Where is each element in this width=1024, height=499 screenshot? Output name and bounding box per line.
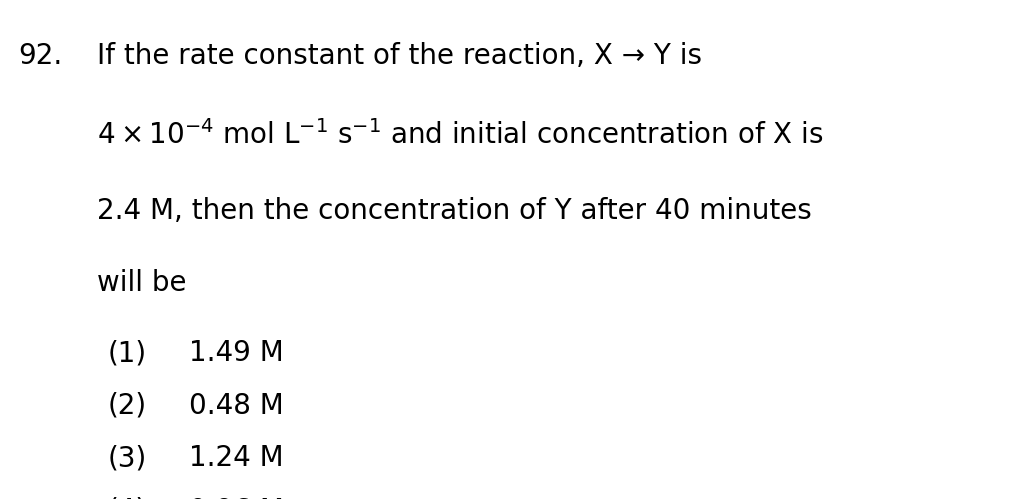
Text: If the rate constant of the reaction, X → Y is: If the rate constant of the reaction, X …	[97, 42, 702, 70]
Text: 1.49 M: 1.49 M	[189, 339, 285, 367]
Text: (4): (4)	[108, 497, 146, 499]
Text: 2.4 M, then the concentration of Y after 40 minutes: 2.4 M, then the concentration of Y after…	[97, 197, 812, 225]
Text: 92.: 92.	[18, 42, 62, 70]
Text: $4 \times 10^{-4}$ mol L$^{-1}$ s$^{-1}$ and initial concentration of X is: $4 \times 10^{-4}$ mol L$^{-1}$ s$^{-1}$…	[97, 120, 823, 150]
Text: 0.48 M: 0.48 M	[189, 392, 285, 420]
Text: (1): (1)	[108, 339, 146, 367]
Text: (3): (3)	[108, 444, 146, 472]
Text: will be: will be	[97, 269, 186, 297]
Text: 0.96 M: 0.96 M	[189, 497, 285, 499]
Text: (2): (2)	[108, 392, 146, 420]
Text: 1.24 M: 1.24 M	[189, 444, 284, 472]
